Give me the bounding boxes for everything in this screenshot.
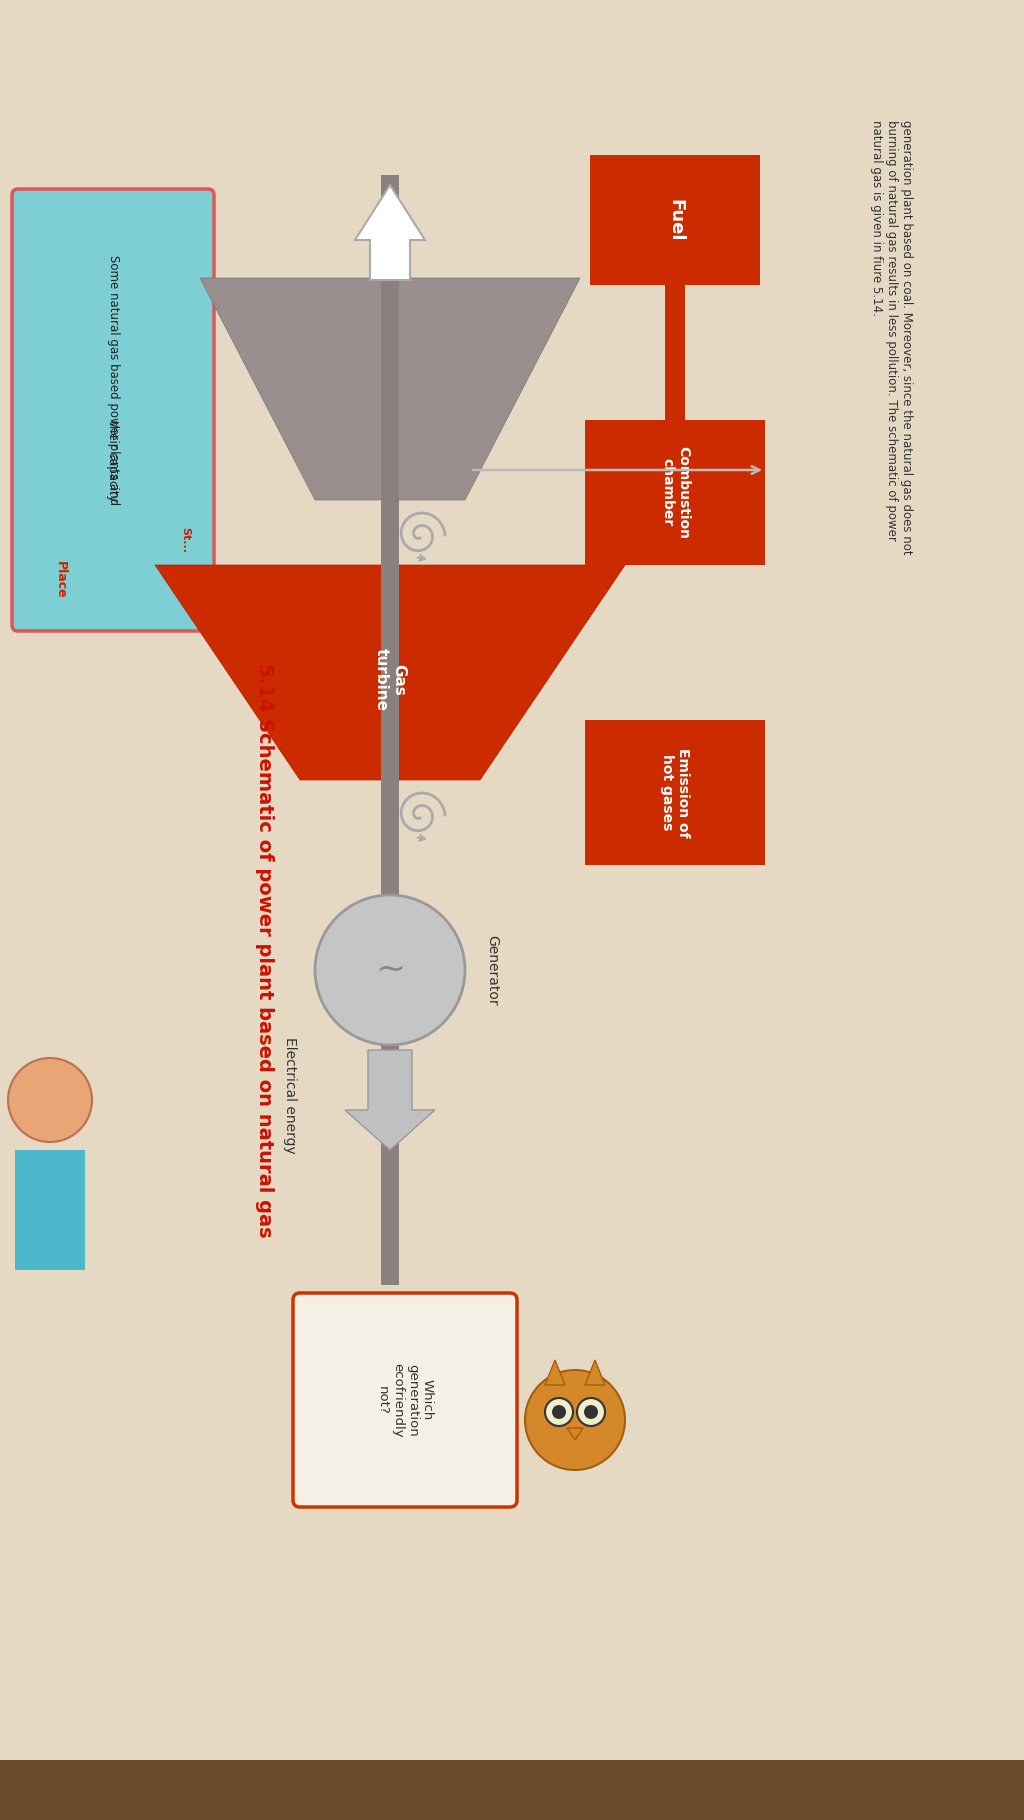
FancyBboxPatch shape bbox=[293, 1292, 517, 1507]
Text: their capacity: their capacity bbox=[106, 420, 120, 502]
Bar bbox=[0, 1760, 1024, 1820]
Polygon shape bbox=[545, 1360, 565, 1385]
Polygon shape bbox=[345, 1050, 435, 1150]
Circle shape bbox=[315, 895, 465, 1045]
Text: Gas
turbine: Gas turbine bbox=[374, 648, 407, 712]
Text: Emission of
hot gases: Emission of hot gases bbox=[659, 748, 690, 837]
Text: 5.14 Schematic of power plant based on natural gas: 5.14 Schematic of power plant based on n… bbox=[255, 662, 274, 1238]
Text: Generator: Generator bbox=[485, 935, 499, 1005]
Bar bbox=[585, 420, 765, 564]
Bar bbox=[590, 155, 760, 286]
Text: Which
generation
ecofriendly
not?: Which generation ecofriendly not? bbox=[376, 1363, 434, 1438]
Bar bbox=[15, 1150, 85, 1270]
Text: Some natural gas based power plants and: Some natural gas based power plants and bbox=[106, 255, 120, 506]
FancyBboxPatch shape bbox=[12, 189, 214, 632]
Circle shape bbox=[584, 1405, 598, 1420]
Circle shape bbox=[525, 1370, 625, 1471]
Text: ~: ~ bbox=[375, 954, 406, 986]
Polygon shape bbox=[155, 564, 625, 781]
Text: Place: Place bbox=[53, 561, 67, 599]
Text: Combustion
chamber: Combustion chamber bbox=[659, 446, 690, 539]
Text: Electrical energy: Electrical energy bbox=[283, 1037, 297, 1154]
Polygon shape bbox=[567, 1429, 583, 1440]
Circle shape bbox=[8, 1057, 92, 1141]
Bar bbox=[665, 286, 685, 420]
Polygon shape bbox=[200, 278, 580, 500]
Polygon shape bbox=[585, 1360, 605, 1385]
Bar bbox=[381, 175, 399, 1285]
Text: St...: St... bbox=[180, 528, 190, 553]
Circle shape bbox=[577, 1398, 605, 1427]
Bar bbox=[585, 721, 765, 864]
Circle shape bbox=[545, 1398, 573, 1427]
Text: Fuel: Fuel bbox=[666, 198, 684, 242]
Circle shape bbox=[552, 1405, 566, 1420]
Text: generation plant based on coal. Moreover, since the natural gas does not
burning: generation plant based on coal. Moreover… bbox=[870, 120, 913, 555]
Polygon shape bbox=[355, 186, 425, 280]
